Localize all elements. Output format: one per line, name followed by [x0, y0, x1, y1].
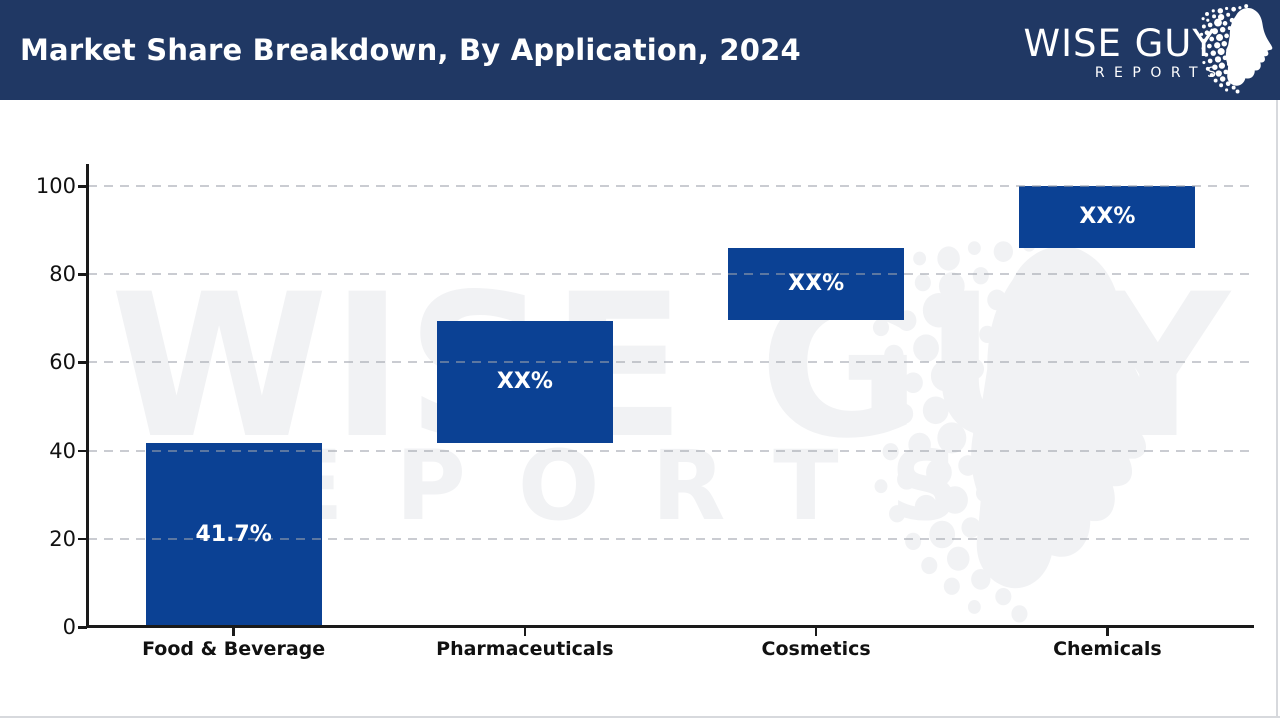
wise-guy-logo: WISE GUY REPORTS [1000, 0, 1280, 100]
y-axis-tick-label: 0 [62, 615, 76, 639]
x-axis-tick-mark [523, 628, 527, 636]
header-bar: Market Share Breakdown, By Application, … [0, 0, 1280, 100]
x-axis-line [86, 625, 1254, 628]
y-axis-tick-label: 60 [49, 350, 76, 375]
gridline [88, 449, 1254, 452]
bar-chemicals [1019, 186, 1196, 249]
gridline [88, 537, 1254, 540]
y-axis-tick-mark [78, 361, 87, 364]
bar-cosmetics [728, 248, 905, 321]
bar-food-beverage [145, 443, 322, 627]
x-axis-category-label: Cosmetics [761, 638, 871, 660]
page-title: Market Share Breakdown, By Application, … [20, 33, 801, 67]
y-axis-tick-label: 80 [49, 262, 76, 287]
gridline [88, 273, 1254, 276]
logo-text: WISE GUY REPORTS [1024, 25, 1216, 80]
gridline [88, 185, 1254, 187]
y-axis-tick-mark [78, 449, 87, 453]
y-axis-tick-label: 40 [49, 438, 76, 463]
y-axis-tick-label: 20 [49, 526, 76, 551]
y-axis-tick-mark [78, 626, 87, 629]
bar-value-label: 41.7% [195, 522, 272, 548]
y-axis-line [86, 164, 89, 628]
bar-value-label: XX% [1079, 204, 1136, 230]
bar-value-label: XX% [788, 271, 845, 297]
x-axis-category-label: Chemicals [1053, 638, 1162, 660]
bar-pharmaceuticals [436, 320, 613, 444]
page-right-border [1276, 100, 1278, 718]
x-axis-category-label: Pharmaceuticals [436, 638, 614, 660]
x-axis-tick-mark [1106, 628, 1109, 636]
y-axis-tick-mark [78, 273, 87, 276]
logo-wordmark: WISE GUY [1023, 22, 1216, 65]
x-axis-category-label: Food & Beverage [142, 638, 326, 660]
logo-subtitle: REPORTS [1094, 65, 1226, 81]
x-axis-tick-mark [814, 628, 818, 636]
page-bottom-border [0, 716, 1280, 718]
y-axis-tick-mark [78, 537, 87, 541]
x-axis-tick-mark [232, 628, 235, 636]
y-axis-tick-mark [78, 185, 87, 188]
y-axis-tick-label: 100 [35, 174, 76, 198]
gridline [88, 361, 1254, 364]
bar-value-label: XX% [496, 368, 553, 394]
